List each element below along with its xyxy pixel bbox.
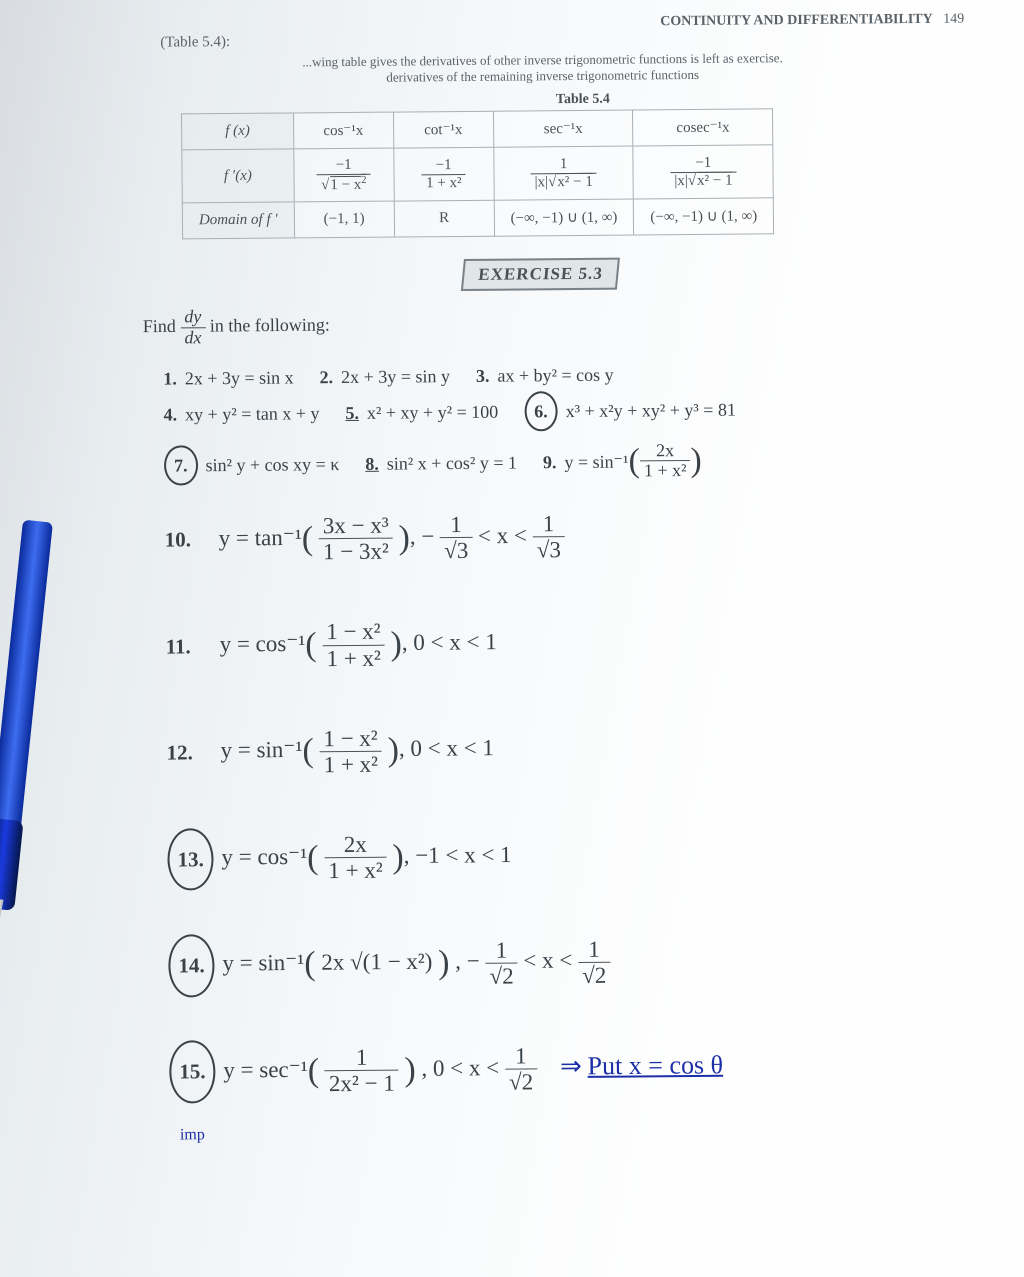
prob-7: 7.sin² y + cos xy = κ [164, 433, 340, 496]
dom-acos: (−1, 1) [294, 201, 394, 238]
prob-13: 13. y = cos⁻¹( 2x1 + x² ), −1 < x < 1 [167, 808, 992, 904]
prob-10: 10. y = tan⁻¹( 3x − x³1 − 3x² ), − 1√3 <… [164, 489, 989, 585]
dom-acot: R [394, 200, 494, 237]
dom-acsc: (−∞, −1) ∪ (1, ∞) [634, 198, 774, 235]
prob-8: 8.sin² x + cos² y = 1 [365, 432, 517, 495]
d-acsc: −1 |x|√x² − 1 [633, 145, 773, 199]
d-acot: −11 + x² [394, 147, 494, 201]
intro-line: Find dydx in the following: [143, 300, 987, 348]
prob-9: 9. y = sin⁻¹( 2x1 + x² ) [543, 430, 702, 493]
handw-note: Put x = cos θ [587, 1050, 723, 1080]
d-asec: 1 |x|√x² − 1 [494, 146, 634, 200]
prob-3: 3.ax + by² = cos y [476, 358, 614, 392]
prob-4: 4.xy + y² = tan x + y [163, 393, 319, 435]
prob-11: 11. y = cos⁻¹( 1 − x²1 + x² ), 0 < x < 1 [165, 595, 990, 691]
prob-1: 1.2x + 3y = sin x [163, 361, 294, 395]
prob-6: 6.x³ + x²y + xy² + y³ = 81 [524, 390, 736, 432]
th-acsc: cosec⁻¹x [633, 109, 773, 146]
prob-15: 15. y = sec⁻¹( 12x² − 1 ) , 0 < x < 1√2 … [169, 1021, 994, 1117]
prob-2: 2.2x + 3y = sin y [319, 360, 450, 394]
th-fx: f (x) [182, 113, 294, 150]
derivative-table: Table 5.4 f (x) cos⁻¹x cot⁻¹x sec⁻¹x cos… [181, 88, 986, 239]
handw-arrow: ⇒ [560, 1051, 582, 1080]
problems-list: 10. y = tan⁻¹( 3x − x³1 − 3x² ), − 1√3 <… [164, 489, 994, 1156]
th-dom: Domain of f ′ [182, 202, 294, 239]
exercise-heading: EXERCISE 5.3 [461, 258, 620, 291]
th-acot: cot⁻¹x [393, 111, 493, 148]
prob-14: 14. y = sin⁻¹( 2x √(1 − x²) ) , − 1√2 < … [168, 915, 993, 1011]
dom-asec: (−∞, −1) ∪ (1, ∞) [494, 199, 634, 236]
page: CONTINUITY AND DIFFERENTIABILITY 149 (Ta… [0, 0, 1024, 1177]
prob-12: 12. y = sin⁻¹( 1 − x²1 + x² ), 0 < x < 1 [166, 702, 991, 798]
table-title: Table 5.4 [181, 88, 985, 111]
th-fpx: f ′(x) [182, 149, 294, 203]
problems-grid: 1.2x + 3y = sin x 2.2x + 3y = sin y 3.ax… [163, 355, 988, 496]
th-acos: cos⁻¹x [293, 112, 393, 149]
d-acos: −1 √1 − x2 [294, 148, 394, 202]
th-asec: sec⁻¹x [493, 110, 633, 147]
prob-5: 5.x² + xy + y² = 100 [345, 392, 498, 434]
